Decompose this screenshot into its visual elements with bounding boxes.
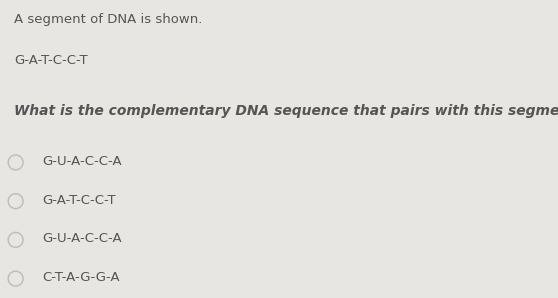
Text: A segment of DNA is shown.: A segment of DNA is shown. <box>14 13 203 27</box>
Ellipse shape <box>8 232 23 247</box>
Text: G-U-A-C-C-A: G-U-A-C-C-A <box>42 155 122 168</box>
Text: What is the complementary DNA sequence that pairs with this segment?: What is the complementary DNA sequence t… <box>14 104 558 118</box>
Text: G-A-T-C-C-T: G-A-T-C-C-T <box>14 54 88 67</box>
Text: G-A-T-C-C-T: G-A-T-C-C-T <box>42 194 116 207</box>
Text: C-T-A-G-G-A: C-T-A-G-G-A <box>42 271 119 284</box>
Ellipse shape <box>8 271 23 286</box>
Ellipse shape <box>8 194 23 209</box>
Ellipse shape <box>8 155 23 170</box>
Text: G-U-A-C-C-A: G-U-A-C-C-A <box>42 232 122 246</box>
